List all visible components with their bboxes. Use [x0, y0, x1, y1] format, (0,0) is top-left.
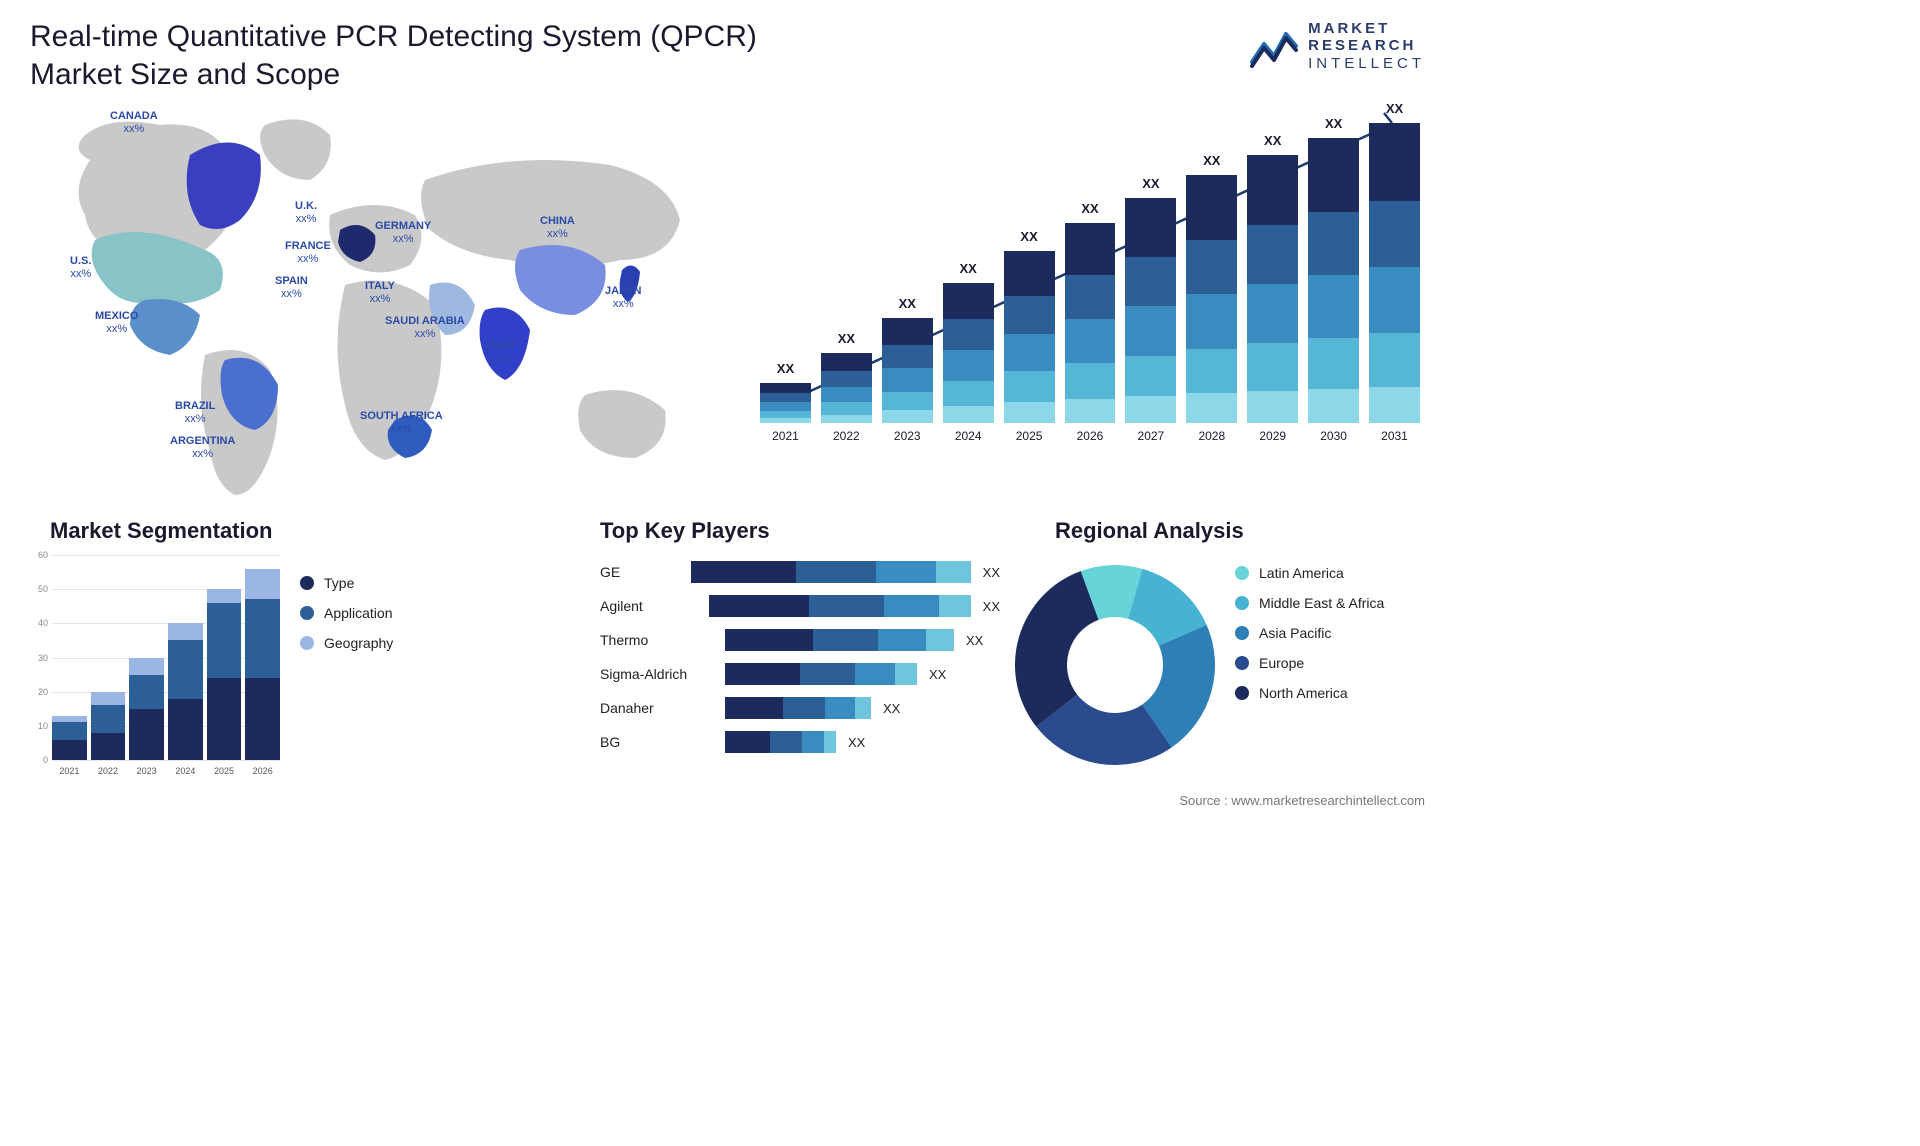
main-bar: XX2021 — [760, 383, 811, 443]
top-key-players-chart: GEXX AgilentXX ThermoXX Sigma-AldrichXX Dana… — [600, 560, 1000, 764]
main-growth-chart: XX2021XX2022XX2023XX2024XX2025XX2026XX20… — [760, 105, 1420, 465]
map-label: SOUTH AFRICAxx% — [360, 410, 443, 435]
main-bar: XX2028 — [1186, 175, 1237, 443]
main-bar: XX2024 — [943, 283, 994, 443]
legend-row: Europe — [1235, 655, 1435, 671]
legend-row: Asia Pacific — [1235, 625, 1435, 641]
seg-bar: 2021 — [52, 716, 87, 760]
legend-row: Application — [300, 605, 460, 621]
logo-line2: RESEARCH — [1308, 37, 1425, 54]
seg-bar: 2024 — [168, 623, 203, 760]
logo-line1: MARKET — [1308, 20, 1425, 37]
main-bar: XX2031 — [1369, 123, 1420, 443]
seg-bar: 2026 — [245, 569, 280, 760]
main-bar: XX2030 — [1308, 138, 1359, 443]
main-bar: XX2023 — [882, 318, 933, 443]
tkp-row: BGXX — [600, 730, 1000, 754]
regional-analysis-title: Regional Analysis — [1055, 518, 1244, 544]
tkp-row: AgilentXX — [600, 594, 1000, 618]
regional-donut-chart — [1010, 560, 1220, 770]
logo-icon — [1250, 24, 1298, 68]
map-label: INDIAxx% — [485, 340, 515, 365]
map-label: U.S.xx% — [70, 255, 91, 280]
page-title: Real-time Quantitative PCR Detecting Sys… — [30, 18, 770, 93]
map-label: ITALYxx% — [365, 280, 395, 305]
seg-bar: 2022 — [91, 692, 126, 760]
segmentation-legend: Type Application Geography — [300, 575, 460, 665]
world-map: CANADAxx% U.S.xx% MEXICOxx% BRAZILxx% ARGENT… — [30, 100, 710, 500]
map-label: U.K.xx% — [295, 200, 317, 225]
map-label: GERMANYxx% — [375, 220, 431, 245]
logo-line3: INTELLECT — [1308, 55, 1425, 72]
regional-legend: Latin America Middle East & Africa Asia Pa… — [1235, 565, 1435, 715]
tkp-row: GEXX — [600, 560, 1000, 584]
legend-row: Middle East & Africa — [1235, 595, 1435, 611]
tkp-row: Sigma-AldrichXX — [600, 662, 1000, 686]
seg-bar: 2025 — [207, 589, 242, 760]
tkp-row: ThermoXX — [600, 628, 1000, 652]
legend-row: North America — [1235, 685, 1435, 701]
main-bar: XX2029 — [1247, 155, 1298, 443]
map-label: CANADAxx% — [110, 110, 158, 135]
seg-bar: 2023 — [129, 658, 164, 760]
segmentation-title: Market Segmentation — [50, 518, 273, 544]
map-label: JAPANxx% — [605, 285, 641, 310]
top-key-players-title: Top Key Players — [600, 518, 770, 544]
legend-row: Type — [300, 575, 460, 591]
legend-row: Geography — [300, 635, 460, 651]
map-label: ARGENTINAxx% — [170, 435, 235, 460]
map-label: SAUDI ARABIAxx% — [385, 315, 465, 340]
map-label: FRANCExx% — [285, 240, 331, 265]
legend-row: Latin America — [1235, 565, 1435, 581]
segmentation-chart: 0102030405060 202120222023202420252026 — [30, 555, 280, 780]
main-bar: XX2022 — [821, 353, 872, 443]
tkp-row: DanaherXX — [600, 696, 1000, 720]
map-label: SPAINxx% — [275, 275, 308, 300]
main-bar: XX2027 — [1125, 198, 1176, 443]
main-bar: XX2025 — [1004, 251, 1055, 443]
map-label: MEXICOxx% — [95, 310, 138, 335]
source-text: Source : www.marketresearchintellect.com — [1179, 793, 1425, 808]
map-label: CHINAxx% — [540, 215, 575, 240]
map-label: BRAZILxx% — [175, 400, 215, 425]
logo: MARKET RESEARCH INTELLECT — [1250, 20, 1425, 72]
main-bar: XX2026 — [1065, 223, 1116, 443]
